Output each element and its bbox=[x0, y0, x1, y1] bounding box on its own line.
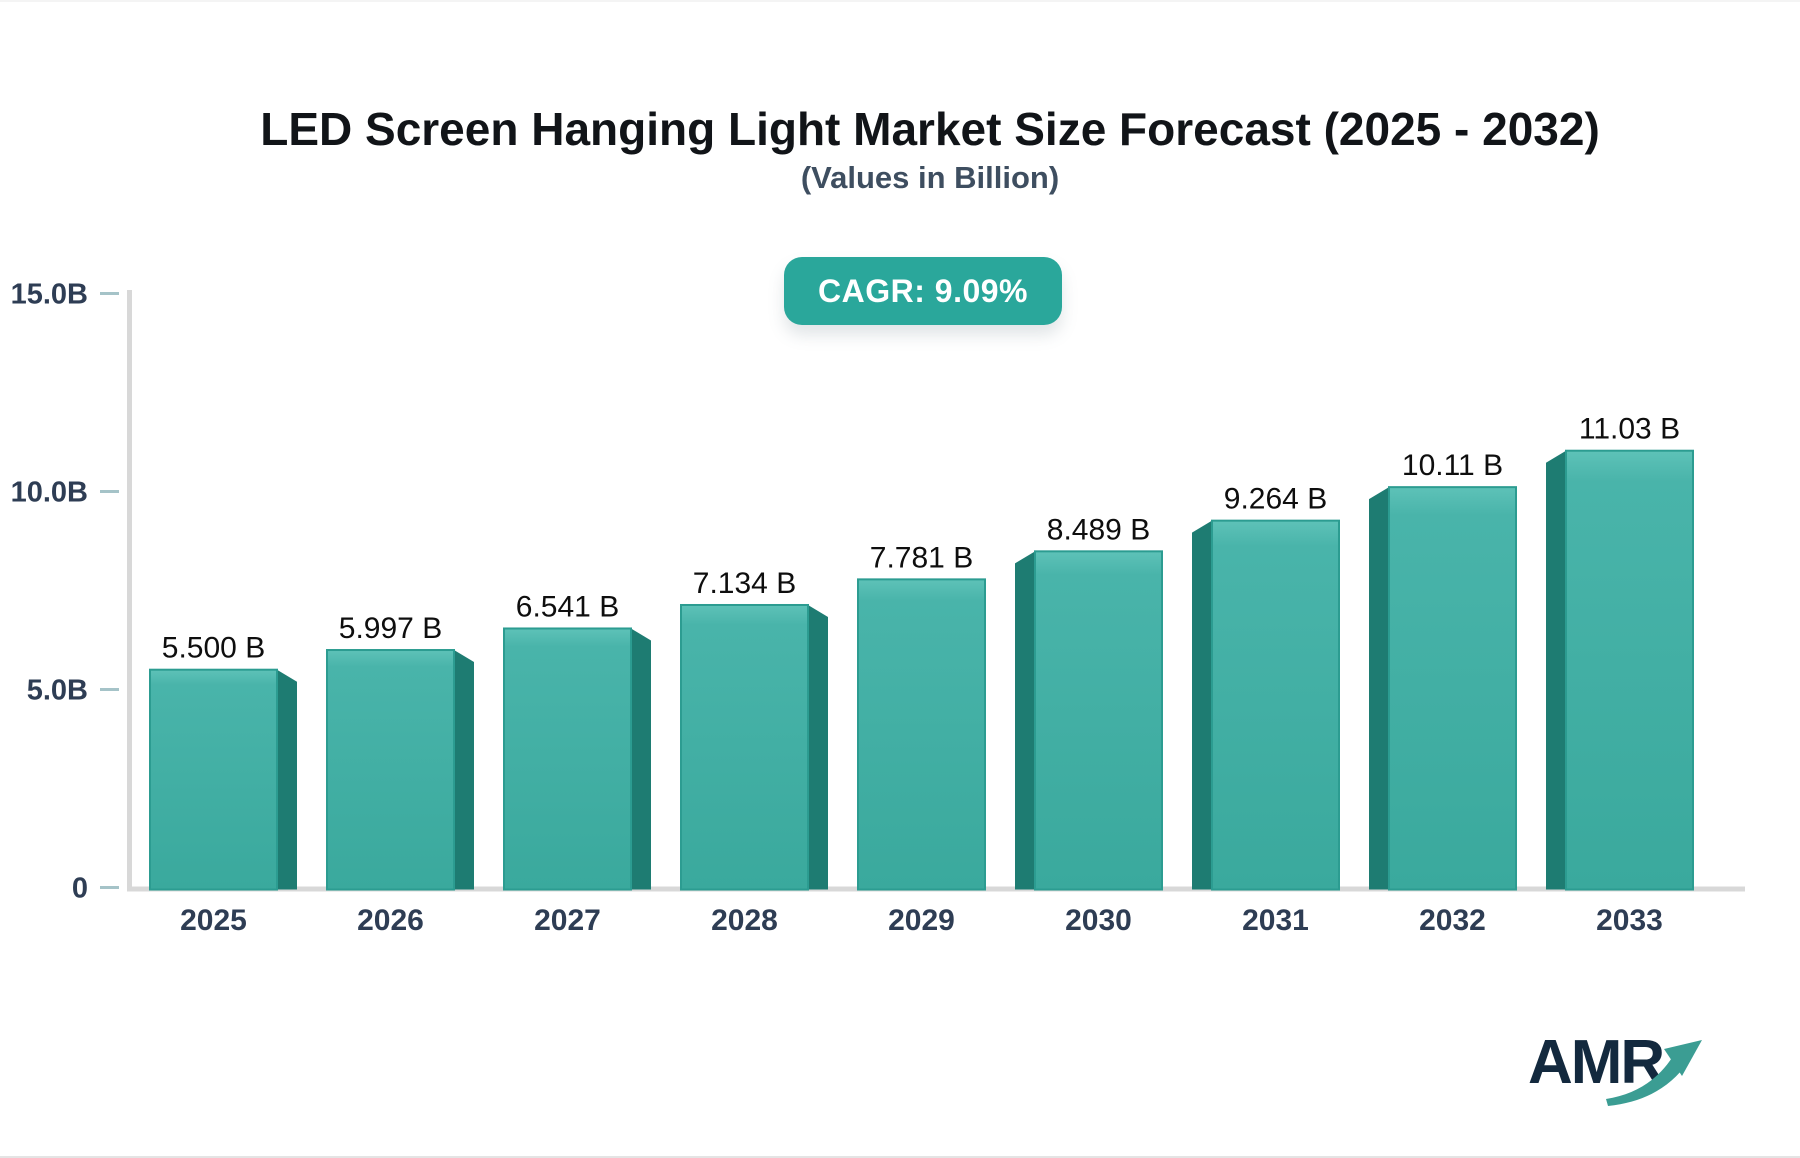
bar-value-label: 9.264 B bbox=[1224, 483, 1327, 516]
y-tick-label: 10.0B bbox=[11, 477, 88, 509]
y-tick-label: 5.0B bbox=[27, 675, 88, 707]
y-axis-line bbox=[127, 290, 132, 890]
bar-value-label: 10.11 B bbox=[1402, 449, 1503, 482]
bar-2030 bbox=[1034, 550, 1163, 891]
x-tick-label: 2030 bbox=[1065, 904, 1132, 937]
x-tick-label: 2032 bbox=[1419, 904, 1486, 937]
x-tick-label: 2029 bbox=[888, 904, 955, 937]
bar-side-2031 bbox=[1192, 520, 1212, 890]
x-tick-label: 2027 bbox=[534, 904, 601, 937]
bar-side-2030 bbox=[1015, 551, 1035, 890]
x-tick-label: 2031 bbox=[1242, 904, 1309, 937]
page-subtitle: (Values in Billion) bbox=[800, 160, 1060, 195]
bar-2032 bbox=[1388, 486, 1517, 891]
y-tick-label: 0 bbox=[72, 873, 88, 905]
bar-side-2033 bbox=[1546, 450, 1566, 890]
bar-2028 bbox=[680, 603, 809, 891]
bar-side-2027 bbox=[631, 628, 651, 890]
bar-value-label: 7.134 B bbox=[693, 567, 796, 600]
bar-2027 bbox=[503, 627, 632, 891]
bar-side-2025 bbox=[277, 669, 297, 890]
bar-2033 bbox=[1565, 449, 1694, 891]
bar-2025 bbox=[149, 668, 278, 891]
x-tick-label: 2028 bbox=[711, 904, 778, 937]
x-tick-label: 2033 bbox=[1596, 904, 1663, 937]
bar-2029 bbox=[857, 578, 986, 891]
amr-logo-text: AMR bbox=[1528, 1028, 1665, 1097]
bar-value-label: 6.541 B bbox=[516, 590, 619, 623]
bar-2031 bbox=[1211, 519, 1340, 891]
cagr-badge: CAGR: 9.09% bbox=[784, 257, 1062, 325]
bar-value-label: 8.489 B bbox=[1047, 513, 1150, 546]
bar-side-2026 bbox=[454, 650, 474, 890]
x-tick-label: 2026 bbox=[357, 904, 424, 937]
page-title: LED Screen Hanging Light Market Size For… bbox=[260, 103, 1600, 155]
bar-value-label: 11.03 B bbox=[1579, 413, 1680, 446]
bar-side-2032 bbox=[1369, 487, 1389, 890]
x-tick-label: 2025 bbox=[180, 904, 247, 937]
bar-value-label: 5.997 B bbox=[339, 612, 442, 645]
y-tick-label: 15.0B bbox=[11, 279, 88, 311]
bar-2026 bbox=[326, 649, 455, 891]
growth-arrow-icon bbox=[1606, 1040, 1702, 1106]
amr-logo: AMR bbox=[1528, 1032, 1728, 1112]
bar-value-label: 5.500 B bbox=[162, 632, 265, 665]
bar-side-2028 bbox=[808, 604, 828, 890]
bar-value-label: 7.781 B bbox=[870, 541, 973, 574]
